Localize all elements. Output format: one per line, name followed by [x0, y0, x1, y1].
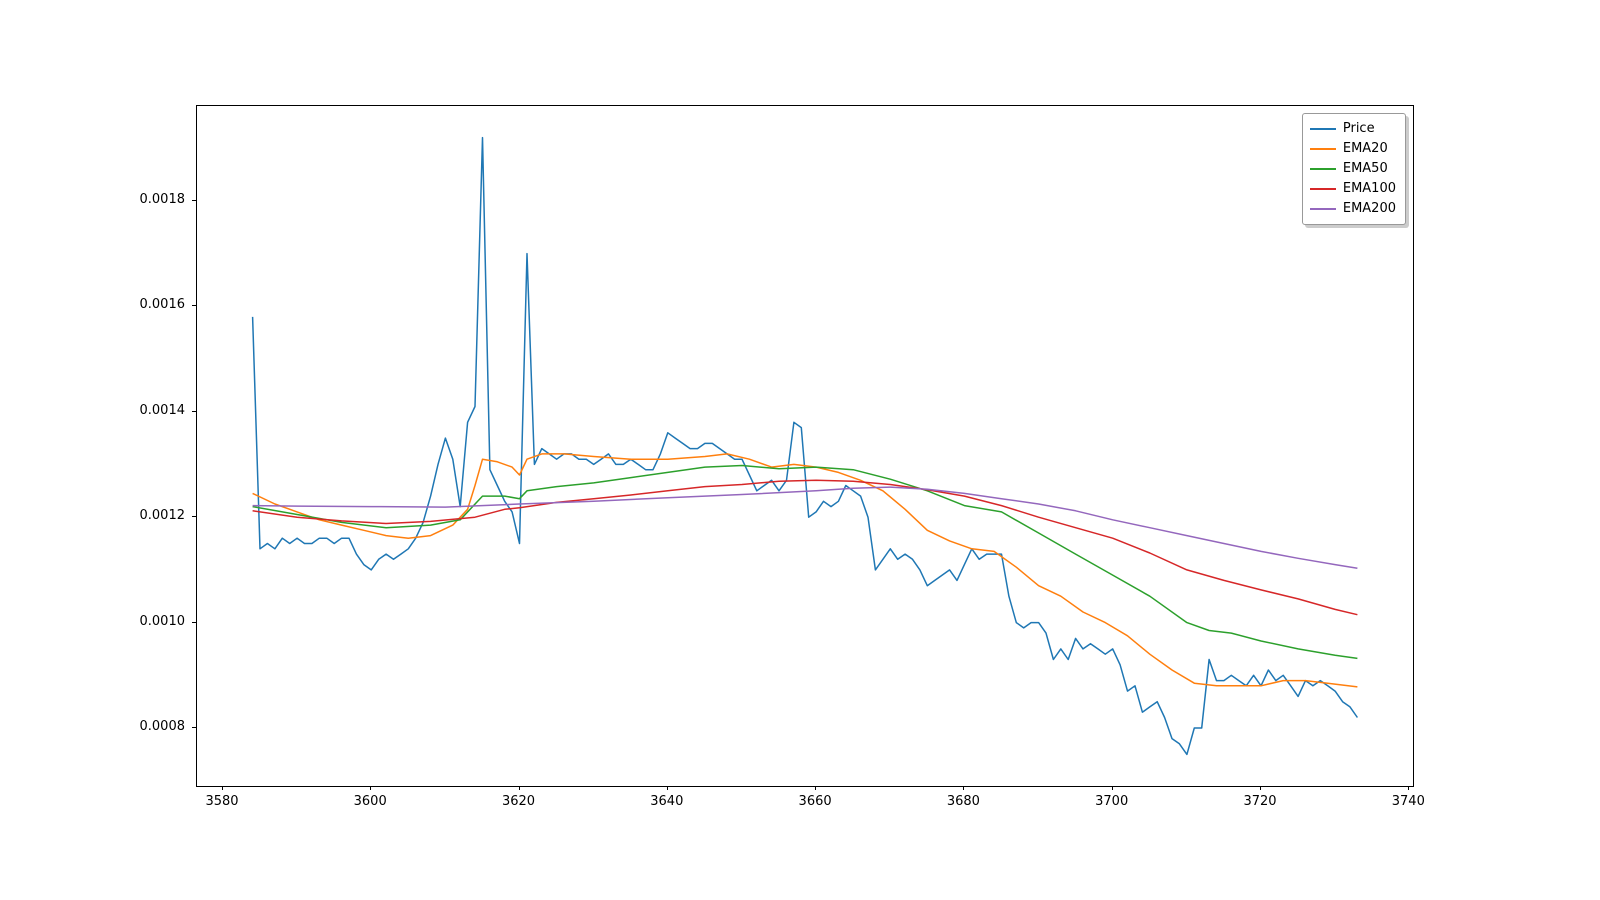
ema50-line-swatch — [1309, 168, 1336, 170]
legend-label-ema200: EMA200 — [1342, 201, 1396, 216]
y-tick-label: 0.0018 — [139, 191, 186, 207]
legend-item-price: Price — [1309, 119, 1396, 139]
x-tick-label: 3700 — [1095, 794, 1129, 809]
legend-item-ema20: EMA20 — [1309, 139, 1396, 159]
price-line — [251, 136, 1359, 756]
y-tick-mark — [192, 516, 196, 518]
legend-label-ema20: EMA20 — [1342, 141, 1388, 156]
ema100-line — [252, 479, 1358, 616]
x-tick-mark — [222, 786, 223, 790]
x-tick-label: 3600 — [353, 794, 387, 809]
y-tick-label: 0.0014 — [139, 402, 186, 418]
x-tick-mark — [1260, 786, 1261, 790]
ema200-line — [252, 486, 1358, 570]
x-tick-mark — [1408, 786, 1410, 790]
legend-item-ema50: EMA50 — [1309, 159, 1396, 179]
y-tick-label: 0.0008 — [139, 719, 186, 734]
plot-area: Price EMA20 EMA50 EMA100 EMA200 — [196, 105, 1414, 787]
ema200-line-swatch — [1309, 208, 1336, 210]
ema50-line — [252, 464, 1358, 660]
y-tick-label: 0.0010 — [139, 613, 186, 629]
y-tick-label: 0.0016 — [139, 297, 186, 313]
x-tick-label: 3720 — [1243, 794, 1277, 809]
ema20-line-swatch — [1309, 148, 1336, 150]
legend-label-price: Price — [1342, 121, 1375, 136]
x-tick-label: 3620 — [501, 794, 536, 809]
x-tick-mark — [370, 786, 372, 790]
x-tick-label: 3680 — [946, 794, 980, 809]
y-tick-mark — [192, 621, 196, 623]
ema20-line — [252, 453, 1358, 688]
legend-label-ema50: EMA50 — [1342, 161, 1388, 176]
x-tick-label: 3740 — [1391, 794, 1425, 809]
x-tick-mark — [815, 786, 817, 790]
chart-canvas — [251, 136, 1359, 756]
x-tick-mark — [666, 786, 668, 790]
legend-item-ema100: EMA100 — [1309, 179, 1396, 199]
x-tick-mark — [963, 786, 965, 790]
x-tick-mark — [1111, 786, 1113, 790]
y-tick-label: 0.0012 — [139, 508, 186, 524]
x-tick-label: 3580 — [205, 794, 239, 809]
y-tick-mark — [192, 305, 196, 307]
price-line-swatch — [1309, 128, 1336, 130]
legend-item-ema200: EMA200 — [1309, 199, 1396, 219]
y-tick-mark — [192, 410, 196, 412]
ema100-line-swatch — [1309, 188, 1336, 190]
legend-label-ema100: EMA100 — [1342, 181, 1396, 196]
y-tick-mark — [192, 199, 196, 201]
y-tick-mark — [192, 727, 196, 728]
x-tick-mark — [518, 786, 520, 790]
x-tick-label: 3660 — [798, 794, 832, 809]
x-tick-label: 3640 — [650, 794, 684, 809]
legend: Price EMA20 EMA50 EMA100 EMA200 — [1301, 113, 1406, 225]
